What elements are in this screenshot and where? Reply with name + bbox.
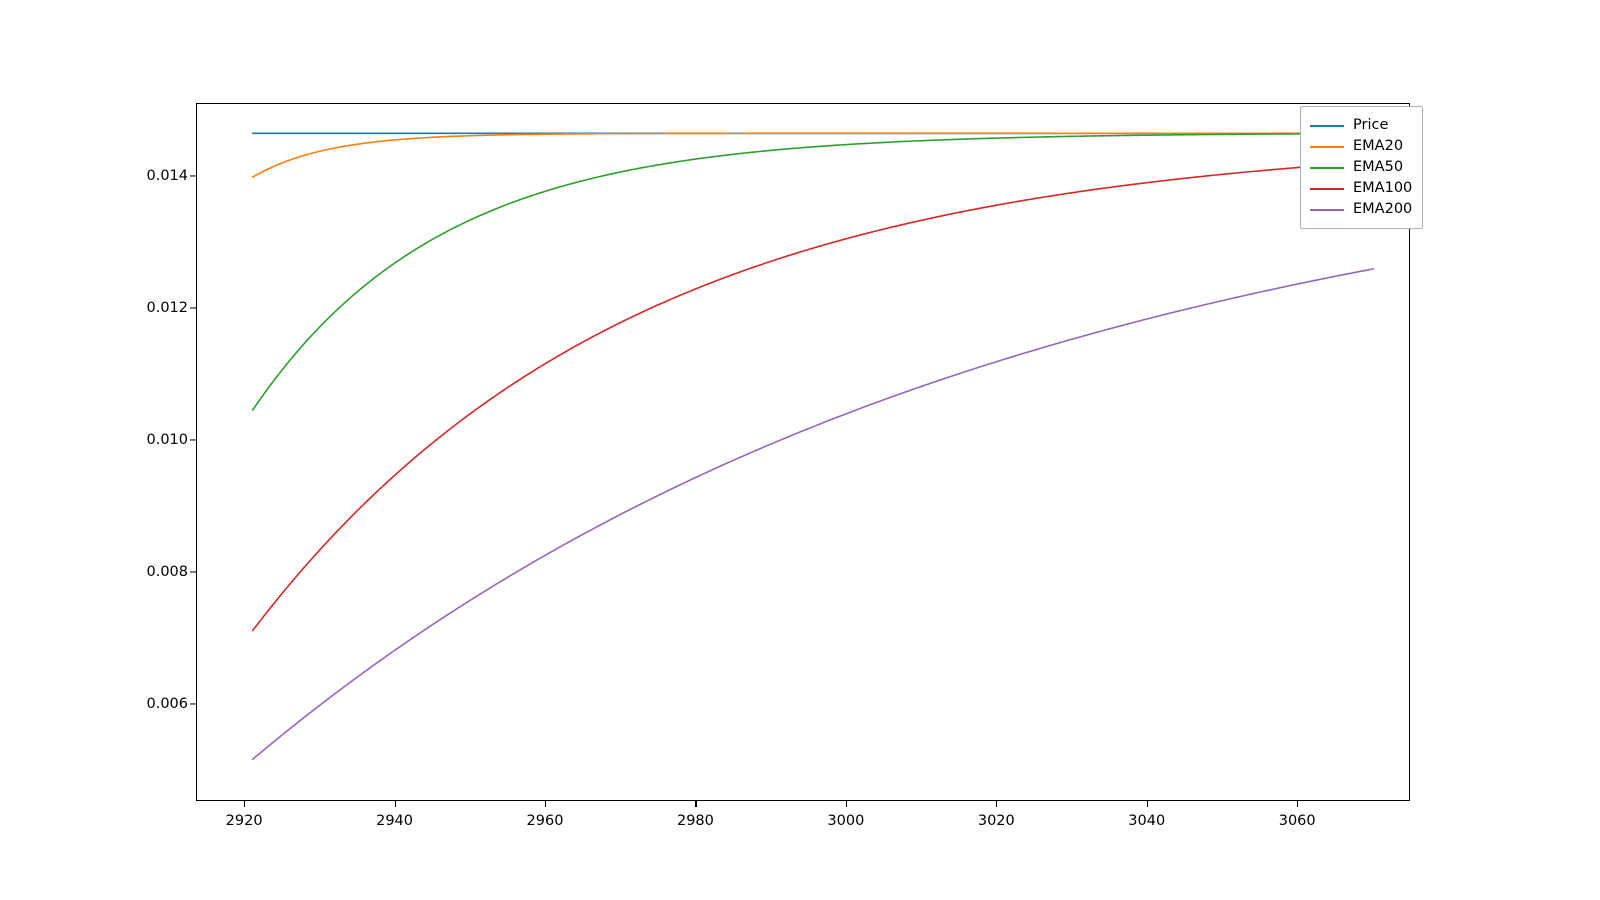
series-line-ema200	[251, 268, 1375, 761]
series-line-ema50	[251, 132, 1375, 411]
x-axis-tick-mark	[1146, 801, 1148, 807]
legend-color-swatch-ema100	[1310, 187, 1344, 190]
x-axis-tick-label: 3060	[1278, 813, 1316, 829]
legend-color-swatch-ema50	[1310, 166, 1344, 169]
legend-item-ema100[interactable]: EMA100	[1310, 178, 1412, 199]
legend-item-label: EMA20	[1353, 138, 1404, 155]
legend-color-swatch-price	[1310, 124, 1344, 127]
chart-lines-svg	[251, 132, 1375, 761]
y-axis-tick-mark	[190, 175, 196, 177]
y-axis-tick-label: 0.010	[146, 432, 188, 449]
x-axis-tick-label: 2980	[676, 813, 714, 829]
y-axis-tick-label: 0.008	[146, 564, 188, 581]
y-axis-tick-mark	[190, 439, 196, 441]
chart-legend[interactable]: Price EMA20 EMA50 EMA100 EMA200	[1300, 106, 1424, 229]
x-axis-tick-mark	[845, 801, 847, 807]
legend-item-label: EMA100	[1353, 180, 1413, 197]
legend-item-label: EMA50	[1353, 159, 1404, 176]
x-axis-tick-label: 3020	[977, 813, 1015, 829]
x-axis-tick-label: 2940	[376, 813, 414, 829]
y-axis-tick-label: 0.006	[146, 696, 188, 713]
legend-item-ema50[interactable]: EMA50	[1310, 157, 1412, 178]
x-axis-tick-mark	[244, 801, 246, 807]
y-axis-tick-mark	[190, 571, 196, 573]
x-axis-tick-mark	[695, 801, 697, 807]
chart-plot-area	[196, 103, 1410, 801]
y-axis-tick-mark	[190, 703, 196, 705]
legend-color-swatch-ema200	[1310, 208, 1344, 211]
legend-item-ema200[interactable]: EMA200	[1310, 199, 1412, 220]
legend-item-label: Price	[1353, 117, 1389, 134]
x-axis-tick-mark	[1297, 801, 1299, 807]
y-axis-tick-mark	[190, 307, 196, 309]
x-axis-tick-mark	[545, 801, 547, 807]
x-axis-tick-label: 2920	[225, 813, 263, 829]
legend-item-price[interactable]: Price	[1310, 115, 1412, 136]
x-axis-tick-mark	[996, 801, 998, 807]
x-axis-tick-label: 3040	[1128, 813, 1166, 829]
y-axis-tick-label: 0.012	[146, 300, 188, 317]
series-line-ema20	[251, 132, 1375, 178]
x-axis-tick-label: 2960	[526, 813, 564, 829]
series-line-ema100	[251, 161, 1375, 632]
y-axis-tick-label: 0.014	[146, 168, 188, 185]
series-paths	[251, 132, 1375, 761]
x-axis-tick-mark	[394, 801, 396, 807]
legend-item-label: EMA200	[1353, 201, 1413, 218]
x-axis-tick-label: 3000	[827, 813, 865, 829]
legend-item-ema20[interactable]: EMA20	[1310, 136, 1412, 157]
legend-color-swatch-ema20	[1310, 145, 1344, 148]
